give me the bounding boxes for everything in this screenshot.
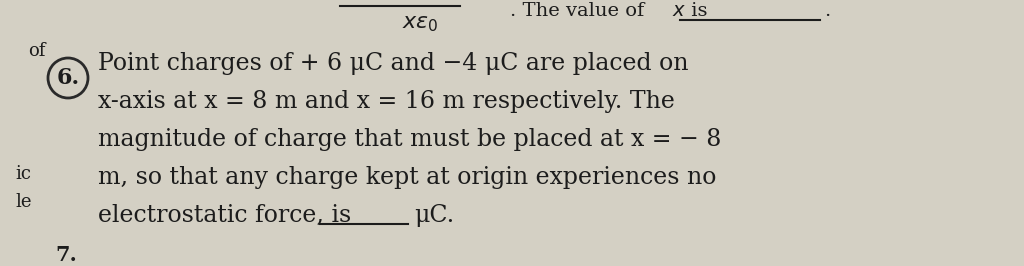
Text: m, so that any charge kept at origin experiences no: m, so that any charge kept at origin exp… <box>98 166 717 189</box>
Text: of: of <box>28 42 45 60</box>
Text: x-axis at x = 8 m and x = 16 m respectively. The: x-axis at x = 8 m and x = 16 m respectiv… <box>98 90 675 113</box>
Text: μC.: μC. <box>414 204 455 227</box>
Text: . The value of: . The value of <box>510 2 650 20</box>
Text: electrostatic force, is: electrostatic force, is <box>98 204 351 227</box>
Text: is: is <box>685 2 708 20</box>
Text: magnitude of charge that must be placed at x = − 8: magnitude of charge that must be placed … <box>98 128 721 151</box>
Text: 6.: 6. <box>56 67 80 89</box>
Text: le: le <box>15 193 32 211</box>
Text: ic: ic <box>15 165 31 183</box>
Text: 7.: 7. <box>55 245 77 265</box>
Text: $x\varepsilon_0$: $x\varepsilon_0$ <box>401 12 438 34</box>
Text: $x$: $x$ <box>672 2 686 20</box>
Text: Point charges of + 6 μC and −4 μC are placed on: Point charges of + 6 μC and −4 μC are pl… <box>98 52 688 75</box>
Text: .: . <box>824 2 830 20</box>
